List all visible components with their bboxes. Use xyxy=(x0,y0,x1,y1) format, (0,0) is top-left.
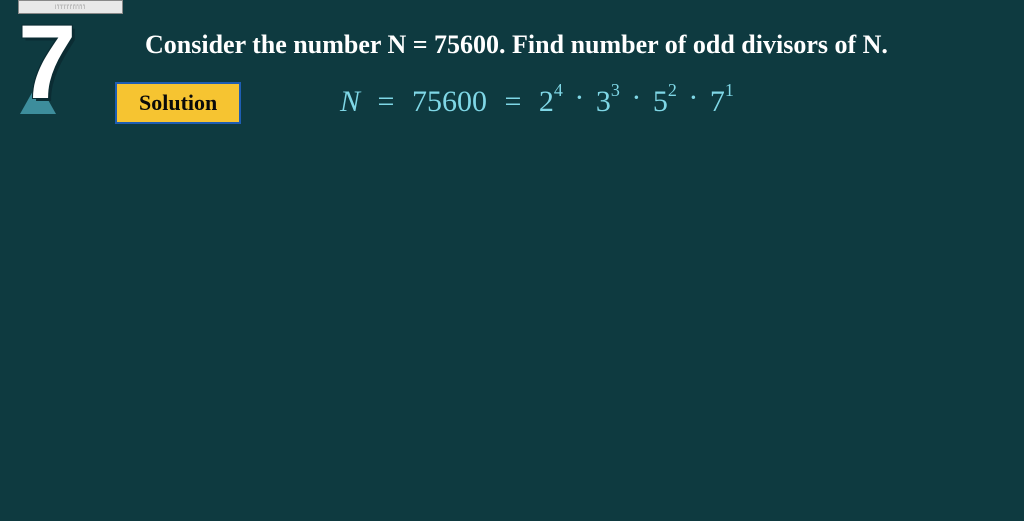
factor-exp: 4 xyxy=(554,80,563,100)
factor-exp: 2 xyxy=(668,80,677,100)
factor-base: 3 xyxy=(596,85,611,118)
problem-number: 7 xyxy=(18,10,68,115)
multiply-dot: · xyxy=(684,81,702,114)
equation-value: 75600 xyxy=(412,85,487,118)
equation: N = 75600 = 24 · 33 · 52 · 71 xyxy=(340,84,734,119)
multiply-dot: · xyxy=(570,81,588,114)
factor-exp: 3 xyxy=(611,80,620,100)
factor-exp: 1 xyxy=(725,80,734,100)
equals-sign: = xyxy=(494,85,531,118)
factor-base: 2 xyxy=(539,85,554,118)
slide: |'|'|'|'|'|'|'|'|'|'| 7 Consider the num… xyxy=(0,0,1024,521)
factor-base: 5 xyxy=(653,85,668,118)
equation-lhs: N xyxy=(340,85,360,118)
question-text: Consider the number N = 75600. Find numb… xyxy=(145,30,888,60)
factor-base: 7 xyxy=(710,85,725,118)
multiply-dot: · xyxy=(627,81,645,114)
equals-sign: = xyxy=(368,85,405,118)
problem-number-badge: |'|'|'|'|'|'|'|'|'|'| 7 xyxy=(18,0,123,120)
solution-label: Solution xyxy=(115,82,241,124)
